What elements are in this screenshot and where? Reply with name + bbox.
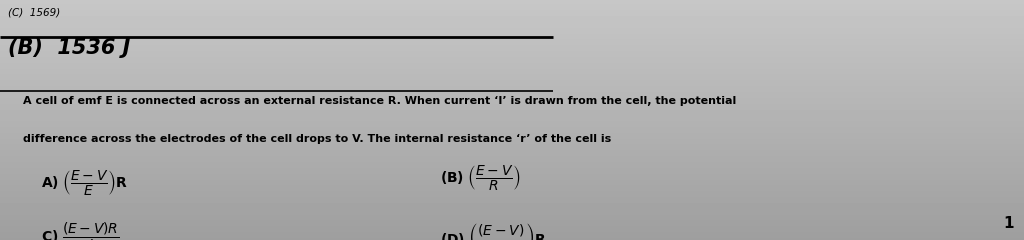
Text: (C)  1569): (C) 1569) — [8, 7, 60, 17]
Text: (B)  1536 J: (B) 1536 J — [8, 38, 131, 58]
Text: $\mathbf{C)}\ \dfrac{(E-V)R}{I}$: $\mathbf{C)}\ \dfrac{(E-V)R}{I}$ — [41, 221, 119, 240]
Text: $\mathbf{(B)}\ \left(\dfrac{E-V}{R}\right)$: $\mathbf{(B)}\ \left(\dfrac{E-V}{R}\righ… — [440, 163, 521, 192]
Text: $\mathbf{A)}\ \left(\dfrac{E-V}{E}\right)\mathbf{R}$: $\mathbf{A)}\ \left(\dfrac{E-V}{E}\right… — [41, 168, 128, 197]
Text: 1: 1 — [1004, 216, 1014, 231]
Text: A cell of emf E is connected across an external resistance R. When current ‘I’ i: A cell of emf E is connected across an e… — [23, 96, 736, 106]
Text: $\mathbf{(D)}\ \left(\dfrac{(E-V)}{V}\right)\mathbf{R}$: $\mathbf{(D)}\ \left(\dfrac{(E-V)}{V}\ri… — [440, 221, 547, 240]
Text: difference across the electrodes of the cell drops to V. The internal resistance: difference across the electrodes of the … — [23, 134, 610, 144]
